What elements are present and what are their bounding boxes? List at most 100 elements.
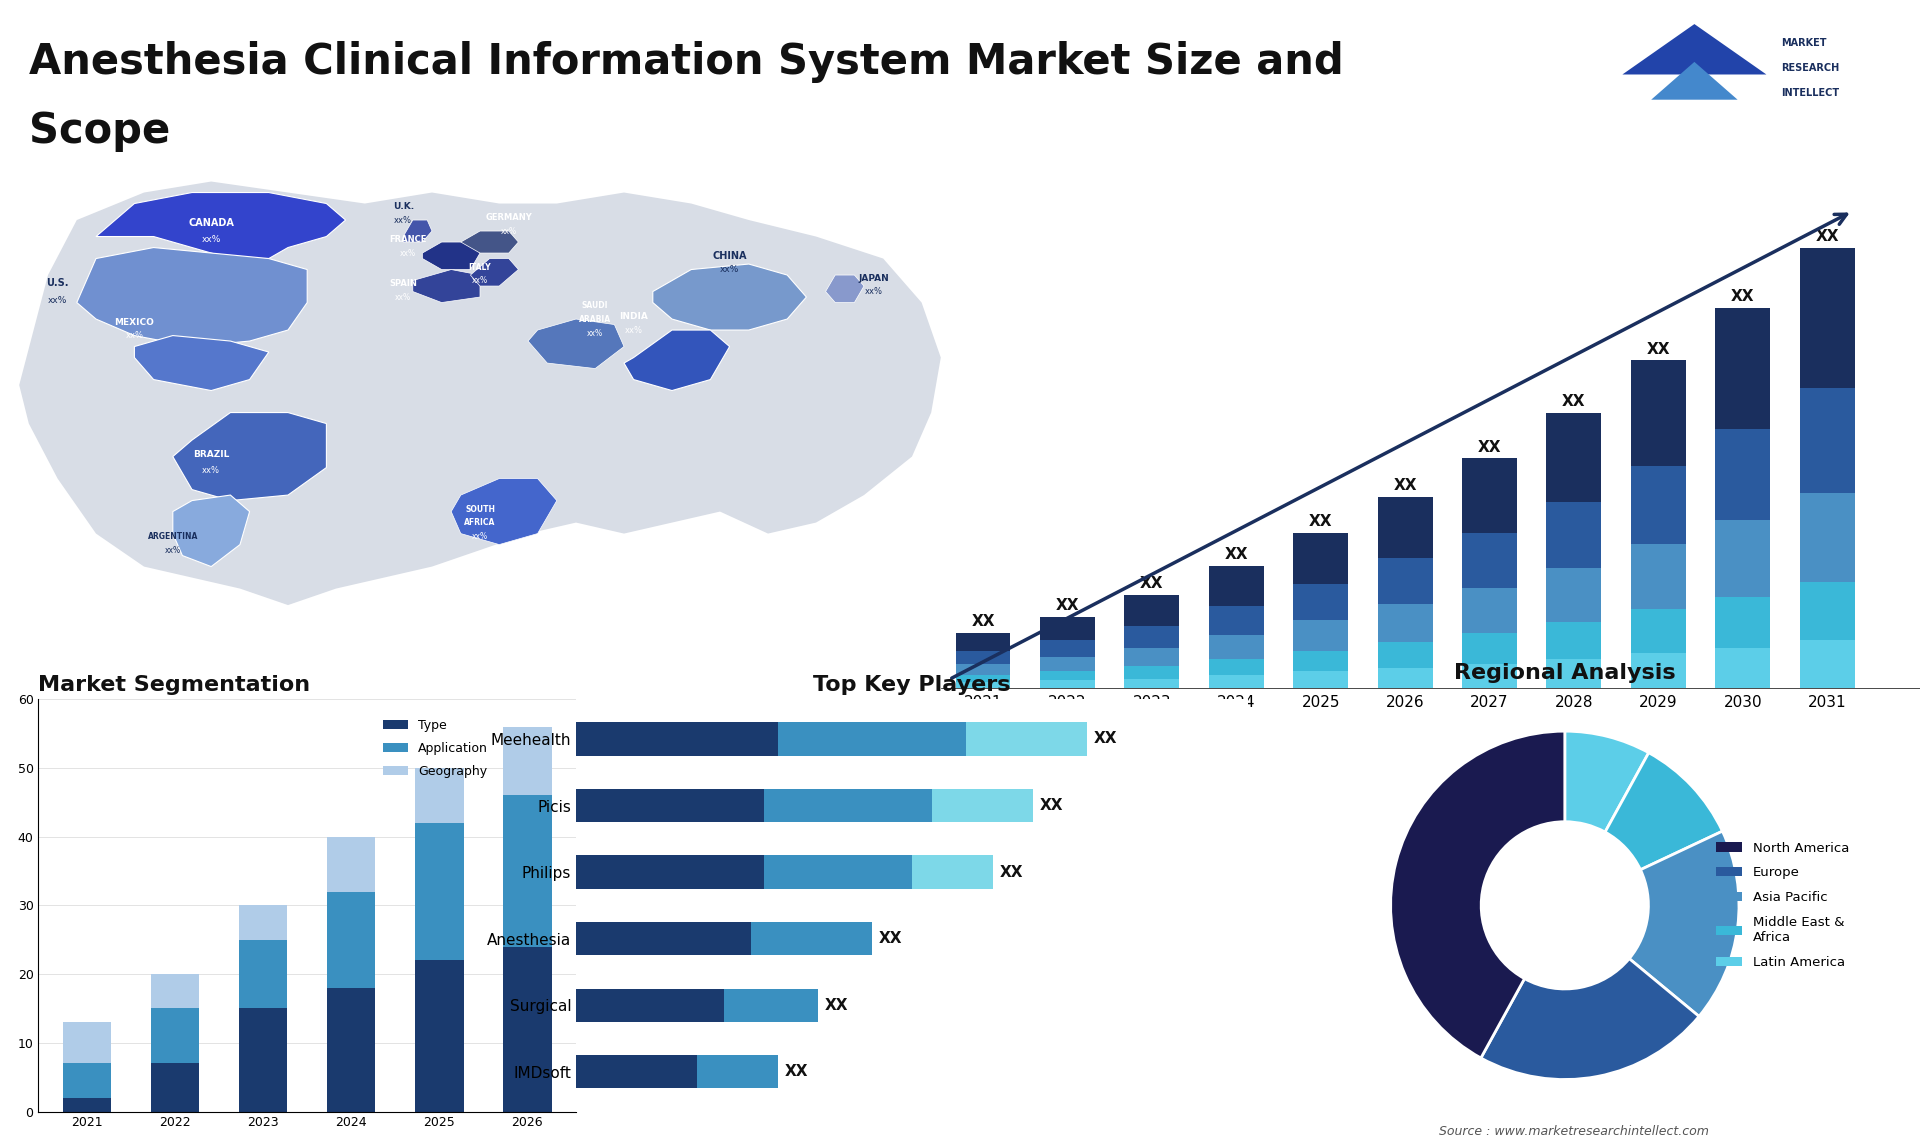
Bar: [1125, 595, 1179, 626]
Bar: [1294, 533, 1348, 584]
Text: xx%: xx%: [202, 466, 221, 476]
Bar: [63, 1098, 111, 1112]
Polygon shape: [470, 259, 518, 286]
Polygon shape: [451, 479, 557, 544]
Bar: [63, 1022, 111, 1063]
Bar: [1715, 430, 1770, 520]
Text: XX: XX: [877, 931, 902, 947]
Bar: [1461, 588, 1517, 633]
Bar: [1294, 672, 1348, 688]
Polygon shape: [1622, 24, 1766, 74]
Text: XX: XX: [1039, 798, 1064, 813]
Bar: [576, 788, 764, 822]
Text: BRAZIL: BRAZIL: [194, 449, 228, 458]
Bar: [1546, 413, 1601, 502]
Text: XX: XX: [1309, 515, 1332, 529]
Bar: [1379, 668, 1432, 688]
Bar: [1715, 597, 1770, 647]
Text: XX: XX: [1816, 229, 1839, 244]
Bar: [1799, 582, 1855, 641]
Bar: [1461, 633, 1517, 664]
Text: XX: XX: [1478, 440, 1501, 455]
Text: MEXICO: MEXICO: [115, 317, 154, 327]
Bar: [1041, 641, 1094, 657]
Bar: [1379, 558, 1432, 604]
Text: xx%: xx%: [48, 296, 67, 305]
Polygon shape: [173, 413, 326, 501]
Polygon shape: [422, 242, 480, 269]
Bar: [1041, 657, 1094, 672]
Bar: [152, 974, 200, 1008]
Bar: [1546, 622, 1601, 659]
Text: MARKET: MARKET: [1782, 38, 1826, 48]
Bar: [1210, 566, 1263, 606]
Bar: [1546, 567, 1601, 622]
Wedge shape: [1565, 731, 1649, 832]
Bar: [238, 940, 288, 1008]
Bar: [1461, 664, 1517, 688]
Bar: [576, 722, 778, 755]
Bar: [956, 682, 1010, 688]
Bar: [152, 1008, 200, 1063]
Legend: North America, Europe, Asia Pacific, Middle East &
Africa, Latin America: North America, Europe, Asia Pacific, Mid…: [1711, 837, 1855, 974]
Bar: [1546, 502, 1601, 567]
Text: XX: XX: [1563, 394, 1586, 409]
Wedge shape: [1605, 753, 1722, 870]
Bar: [1379, 604, 1432, 642]
Text: INTELLECT: INTELLECT: [1782, 88, 1839, 99]
Bar: [1041, 617, 1094, 641]
Bar: [576, 855, 764, 888]
Text: SOUTH: SOUTH: [465, 504, 495, 513]
Bar: [576, 923, 751, 956]
Bar: [966, 722, 1087, 755]
Bar: [503, 947, 551, 1112]
Bar: [1210, 675, 1263, 688]
Bar: [1546, 659, 1601, 688]
Bar: [1799, 641, 1855, 688]
Text: Anesthesia Clinical Information System Market Size and: Anesthesia Clinical Information System M…: [29, 41, 1344, 84]
Bar: [1799, 387, 1855, 493]
Bar: [1125, 666, 1179, 678]
Polygon shape: [96, 193, 346, 259]
Bar: [956, 675, 1010, 682]
Polygon shape: [624, 330, 730, 391]
Bar: [1630, 360, 1686, 465]
Bar: [238, 1008, 288, 1112]
Bar: [1210, 635, 1263, 659]
Bar: [1041, 672, 1094, 681]
Bar: [956, 633, 1010, 651]
Bar: [724, 989, 818, 1022]
Text: SAUDI: SAUDI: [582, 301, 609, 311]
Text: xx%: xx%: [720, 265, 739, 274]
Bar: [1294, 584, 1348, 620]
Bar: [1041, 681, 1094, 688]
Text: U.K.: U.K.: [392, 202, 415, 211]
Text: AFRICA: AFRICA: [465, 518, 495, 527]
Bar: [764, 788, 931, 822]
Bar: [576, 989, 724, 1022]
Bar: [778, 722, 966, 755]
Text: ARGENTINA: ARGENTINA: [148, 532, 198, 541]
Text: ITALY: ITALY: [468, 262, 492, 272]
Bar: [697, 1055, 778, 1089]
Bar: [912, 855, 993, 888]
Text: XX: XX: [1092, 731, 1117, 746]
Bar: [1715, 307, 1770, 430]
Text: XX: XX: [1647, 342, 1670, 356]
Text: XX: XX: [1140, 576, 1164, 591]
Wedge shape: [1630, 831, 1740, 1017]
Text: XX: XX: [783, 1065, 808, 1080]
Text: xx%: xx%: [472, 532, 488, 541]
Bar: [152, 1063, 200, 1112]
Bar: [503, 727, 551, 795]
Bar: [1125, 626, 1179, 647]
Bar: [238, 905, 288, 940]
Text: Market Segmentation: Market Segmentation: [38, 675, 311, 694]
Text: CANADA: CANADA: [188, 218, 234, 228]
Text: INDIA: INDIA: [618, 312, 649, 321]
Bar: [1799, 493, 1855, 582]
Text: xx%: xx%: [501, 227, 516, 236]
Text: Scope: Scope: [29, 110, 171, 152]
Polygon shape: [413, 269, 480, 303]
Bar: [1379, 496, 1432, 558]
